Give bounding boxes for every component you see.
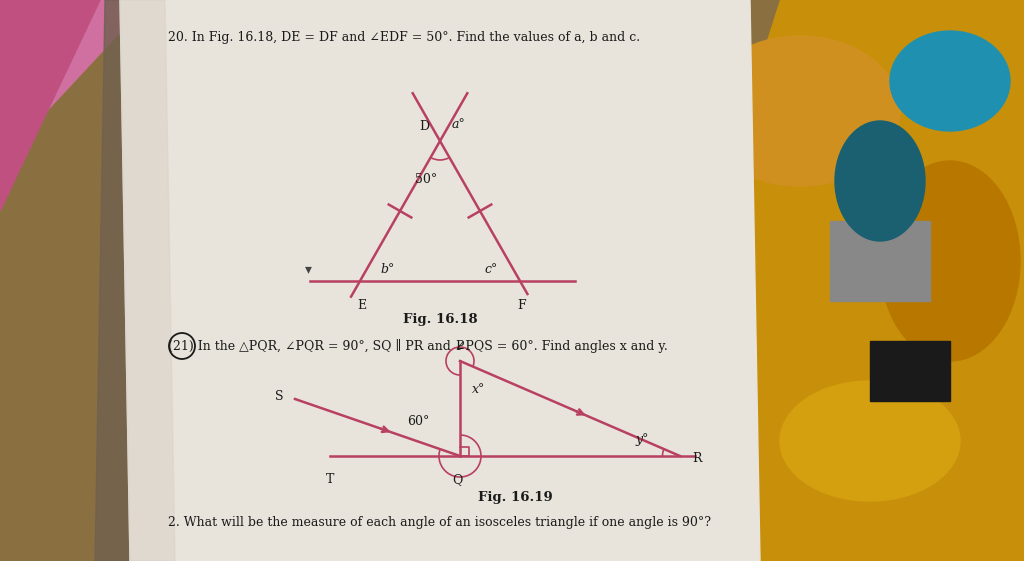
Ellipse shape: [700, 36, 900, 186]
Text: ▾: ▾: [305, 262, 312, 276]
Ellipse shape: [880, 161, 1020, 361]
Text: Fig. 16.19: Fig. 16.19: [477, 491, 552, 504]
Text: x°: x°: [472, 383, 485, 396]
Ellipse shape: [780, 381, 961, 501]
Polygon shape: [0, 0, 100, 211]
Polygon shape: [0, 0, 150, 161]
Polygon shape: [95, 0, 150, 561]
Text: 20. In Fig. 16.18, DE = DF and ∠EDF = 50°. Find the values of a, b and c.: 20. In Fig. 16.18, DE = DF and ∠EDF = 50…: [168, 31, 640, 44]
Text: 60°: 60°: [407, 415, 429, 428]
Text: F: F: [518, 299, 526, 312]
Bar: [830, 221, 930, 301]
Text: Fig. 16.18: Fig. 16.18: [402, 313, 477, 326]
Text: S: S: [274, 390, 283, 403]
Text: 2. What will be the measure of each angle of an isosceles triangle if one angle : 2. What will be the measure of each angl…: [168, 516, 711, 529]
Text: a°: a°: [452, 118, 466, 131]
Text: R: R: [692, 452, 701, 465]
Text: E: E: [357, 299, 367, 312]
Polygon shape: [600, 0, 1024, 561]
Ellipse shape: [835, 121, 925, 241]
Text: 50°: 50°: [415, 173, 437, 186]
Text: (21) In the △PQR, ∠PQR = 90°, SQ ∥ PR and ∠PQS = 60°. Find angles x and y.: (21) In the △PQR, ∠PQR = 90°, SQ ∥ PR an…: [168, 339, 668, 353]
Text: P: P: [456, 340, 464, 353]
Text: y°: y°: [635, 433, 648, 446]
Text: c°: c°: [484, 263, 498, 276]
Polygon shape: [120, 0, 175, 561]
Polygon shape: [120, 0, 760, 561]
Text: Q: Q: [452, 473, 462, 486]
Text: T: T: [326, 473, 334, 486]
Bar: [870, 341, 950, 401]
Text: b°: b°: [380, 263, 394, 276]
Text: D: D: [419, 120, 429, 133]
Ellipse shape: [890, 31, 1010, 131]
